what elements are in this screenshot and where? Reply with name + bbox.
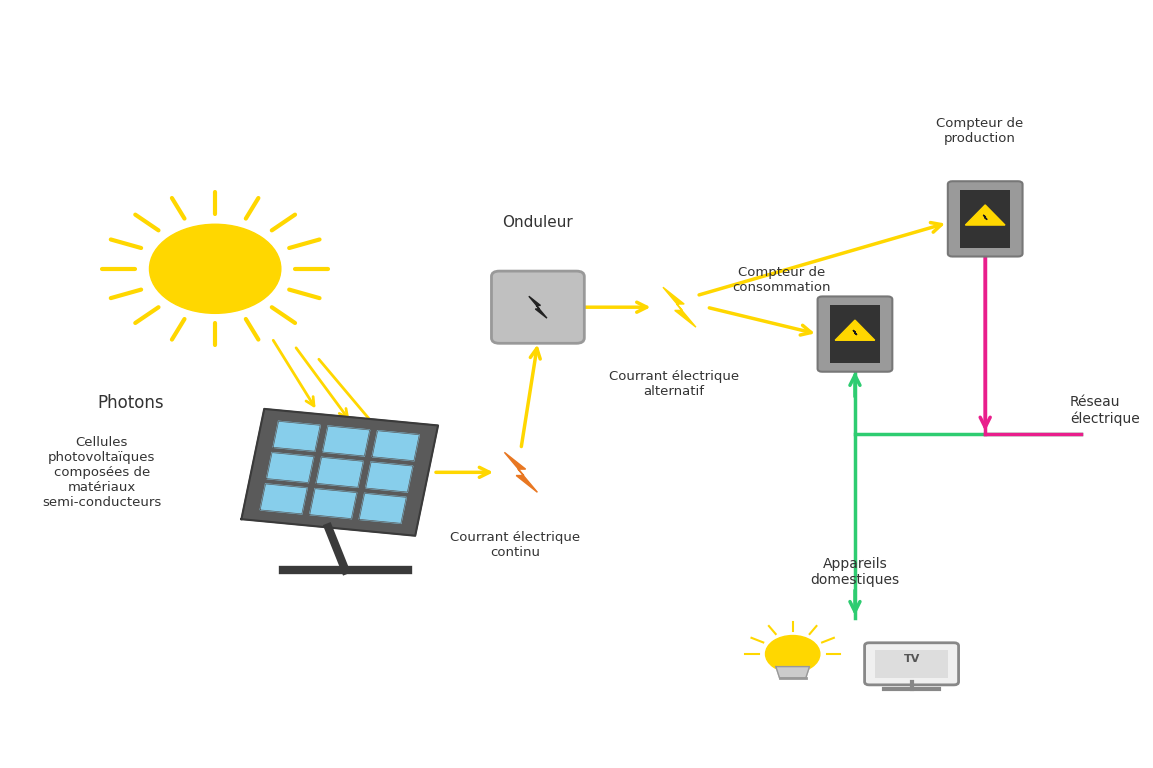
Text: Cellules
photovoltaïques
composées de
matériaux
semi-conducteurs: Cellules photovoltaïques composées de ma…: [43, 435, 161, 509]
Polygon shape: [266, 452, 314, 482]
FancyBboxPatch shape: [817, 296, 892, 372]
Polygon shape: [323, 426, 370, 456]
FancyBboxPatch shape: [830, 305, 880, 363]
Polygon shape: [835, 320, 875, 340]
Polygon shape: [372, 431, 420, 461]
Text: Photons: Photons: [97, 394, 164, 412]
FancyBboxPatch shape: [865, 643, 958, 685]
Polygon shape: [273, 422, 321, 452]
Polygon shape: [663, 287, 696, 327]
Polygon shape: [965, 205, 1005, 225]
Text: Compteur de
production: Compteur de production: [936, 117, 1023, 144]
Polygon shape: [504, 452, 537, 492]
Text: Compteur de
consommation: Compteur de consommation: [732, 266, 830, 294]
Circle shape: [766, 636, 820, 673]
Text: Onduleur: Onduleur: [503, 215, 573, 230]
Text: Courrant électrique
continu: Courrant électrique continu: [450, 531, 580, 559]
Polygon shape: [776, 667, 809, 678]
Polygon shape: [316, 457, 363, 488]
FancyBboxPatch shape: [491, 271, 585, 343]
FancyBboxPatch shape: [875, 650, 949, 678]
FancyBboxPatch shape: [960, 190, 1010, 248]
Polygon shape: [366, 462, 413, 492]
Text: Courrant électrique
alternatif: Courrant électrique alternatif: [609, 370, 739, 398]
Polygon shape: [241, 409, 438, 536]
Polygon shape: [529, 296, 547, 318]
Polygon shape: [310, 488, 356, 518]
Text: Réseau
électrique: Réseau électrique: [1070, 396, 1140, 426]
Text: TV: TV: [904, 654, 920, 664]
Polygon shape: [360, 493, 406, 523]
Polygon shape: [853, 330, 857, 335]
Polygon shape: [984, 215, 987, 220]
FancyBboxPatch shape: [948, 181, 1023, 257]
Polygon shape: [261, 484, 307, 514]
Circle shape: [150, 224, 281, 313]
Text: Appareils
domestiques: Appareils domestiques: [811, 557, 899, 588]
